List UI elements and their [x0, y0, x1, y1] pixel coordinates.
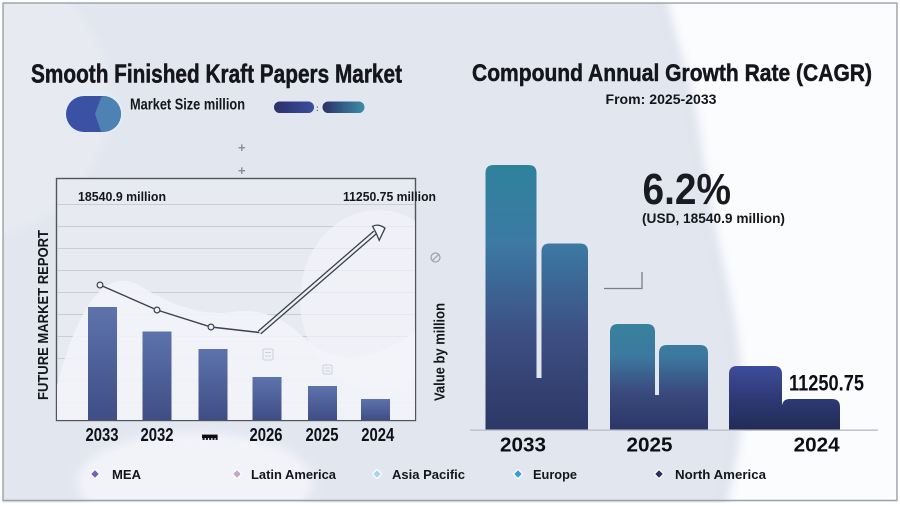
svg-text:From: 2025-2033: From: 2025-2033 [606, 91, 717, 107]
svg-text:2025: 2025 [627, 435, 673, 457]
svg-text:(USD, 18540.9 million): (USD, 18540.9 million) [642, 210, 785, 226]
svg-text:2032: 2032 [141, 425, 174, 445]
svg-text:2033: 2033 [500, 435, 546, 457]
svg-text:6.2%: 6.2% [643, 165, 732, 214]
svg-text:FUTURE MARKET REPORT: FUTURE MARKET REPORT [35, 230, 52, 400]
svg-text:MEA: MEA [112, 468, 141, 482]
svg-text:Value by million: Value by million [433, 303, 449, 401]
svg-text:18540.9 million: 18540.9 million [78, 190, 166, 204]
svg-text:11250.75: 11250.75 [789, 371, 864, 396]
svg-text:2024: 2024 [794, 435, 841, 457]
svg-text:2033: 2033 [86, 425, 119, 445]
svg-text:2025: 2025 [306, 425, 339, 445]
svg-text:North America: North America [675, 468, 767, 482]
svg-text:2024: 2024 [361, 425, 394, 445]
svg-text:Asia Pacific: Asia Pacific [392, 468, 465, 482]
svg-text:+: + [238, 163, 246, 178]
svg-text:2026: 2026 [250, 425, 283, 445]
svg-text:+: + [238, 140, 246, 155]
svg-text:Latin America: Latin America [251, 468, 337, 482]
svg-text:Compound Annual Growth Rate (C: Compound Annual Growth Rate (CAGR) [472, 60, 872, 87]
svg-text:Europe: Europe [533, 468, 577, 482]
svg-text:Smooth Finished Kraft Papers M: Smooth Finished Kraft Papers Market [31, 59, 402, 89]
svg-text::: : [316, 104, 319, 113]
svg-text:Market Size million: Market Size million [130, 97, 245, 114]
svg-text:11250.75 million: 11250.75 million [343, 190, 436, 204]
